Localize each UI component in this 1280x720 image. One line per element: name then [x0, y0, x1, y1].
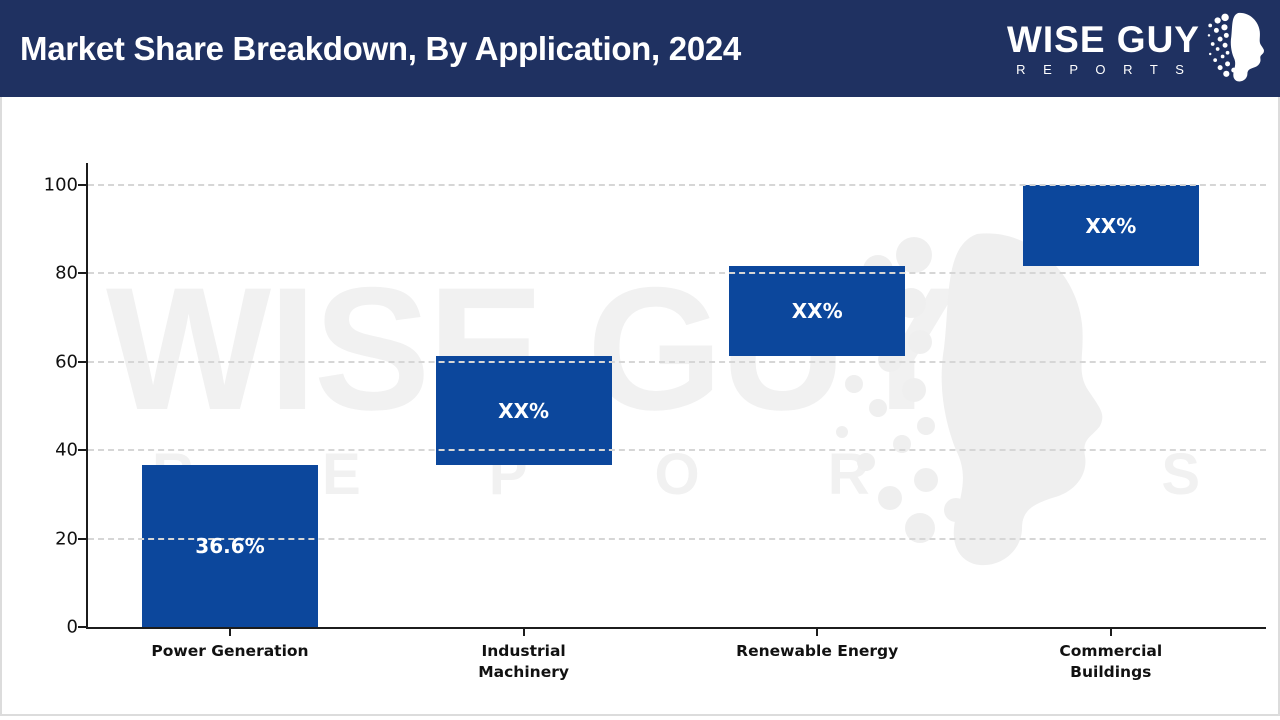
y-axis-tick-label: 0	[66, 616, 78, 638]
y-axis-tick-label: 40	[55, 439, 78, 461]
page-title: Market Share Breakdown, By Application, …	[20, 29, 741, 67]
bar-value-label: XX%	[791, 299, 843, 324]
y-axis-tick	[78, 360, 86, 363]
watermark-face-icon	[830, 233, 1103, 566]
x-axis-tick	[229, 629, 231, 636]
x-axis-category-label: Renewable Energy	[736, 642, 899, 660]
y-axis-tick-label: 20	[55, 528, 78, 550]
bar-value-label: XX%	[1085, 213, 1137, 238]
x-axis-category-label: Power Generation	[151, 642, 309, 660]
y-axis-tick-label: 80	[55, 262, 78, 284]
y-axis-tick	[78, 626, 86, 628]
y-axis-line	[86, 163, 88, 629]
wise-guy-reports-logo: WISE GUY R E P O R T S	[1007, 9, 1266, 89]
x-axis-line	[86, 627, 1266, 629]
y-axis-tick-label: 100	[43, 174, 78, 196]
header-bar: Market Share Breakdown, By Application, …	[0, 0, 1280, 97]
gridline-100	[88, 184, 1266, 186]
y-axis-tick	[78, 184, 86, 186]
y-axis-tick	[78, 272, 86, 275]
logo-wordmark: WISE GUY	[1006, 19, 1200, 60]
dotted-face-icon	[1207, 12, 1265, 82]
bar-industrial-machinery	[435, 356, 612, 466]
bar-value-label: XX%	[498, 398, 550, 423]
logo-subtitle: R E P O R T S	[1016, 62, 1191, 77]
x-axis-tick	[522, 629, 525, 636]
bar-commercial-buildings	[1022, 185, 1199, 267]
x-axis-category-label: Industrial Machinery	[478, 642, 569, 681]
bar-value-label: 36.6%	[195, 534, 265, 559]
y-axis-tick	[78, 537, 86, 540]
gridline-60	[88, 360, 1266, 363]
x-axis-tick	[816, 629, 819, 636]
y-axis-tick	[78, 449, 86, 452]
bar-power-generation	[142, 465, 318, 627]
bar-renewable-energy	[729, 266, 906, 357]
gridline-80	[88, 272, 1266, 275]
y-axis-tick-label: 60	[55, 351, 78, 373]
gridline-40	[88, 449, 1266, 452]
x-axis-tick	[1109, 629, 1112, 636]
x-axis-category-label: Commercial Buildings	[1059, 642, 1163, 681]
gridline-20	[88, 537, 1266, 540]
